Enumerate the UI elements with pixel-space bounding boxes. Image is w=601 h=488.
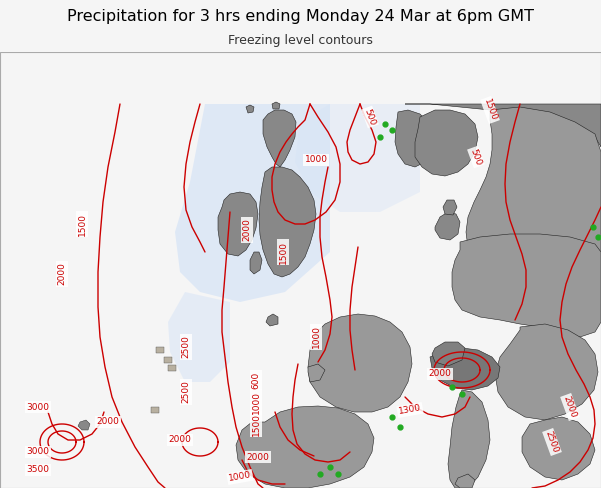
Text: 2500: 2500: [182, 336, 191, 359]
Polygon shape: [263, 110, 296, 167]
Text: 600: 600: [251, 371, 260, 388]
Text: 3000: 3000: [26, 403, 49, 411]
Text: 1000: 1000: [311, 325, 320, 348]
Polygon shape: [452, 234, 601, 337]
Text: 2000: 2000: [58, 263, 67, 285]
Text: 2500: 2500: [182, 381, 191, 404]
Text: 3500: 3500: [26, 466, 49, 474]
Polygon shape: [156, 347, 164, 353]
Text: Precipitation for 3 hrs ending Monday 24 Mar at 6pm GMT: Precipitation for 3 hrs ending Monday 24…: [67, 9, 534, 24]
Polygon shape: [455, 474, 475, 488]
Text: 1500: 1500: [78, 212, 87, 236]
Text: 1000: 1000: [251, 390, 260, 413]
Text: 1500: 1500: [251, 412, 260, 435]
Polygon shape: [168, 292, 230, 382]
Polygon shape: [266, 314, 278, 326]
Text: 1000: 1000: [305, 156, 328, 164]
Text: 2000: 2000: [97, 418, 120, 427]
Polygon shape: [435, 212, 460, 240]
Text: 2500: 2500: [544, 430, 560, 454]
Polygon shape: [250, 252, 262, 274]
Text: 1000: 1000: [228, 470, 252, 484]
Text: 2000: 2000: [242, 219, 251, 242]
Polygon shape: [246, 105, 254, 113]
Polygon shape: [443, 200, 457, 215]
Polygon shape: [430, 348, 500, 390]
Polygon shape: [272, 102, 280, 109]
Polygon shape: [415, 110, 478, 176]
Text: 500: 500: [363, 107, 377, 127]
Polygon shape: [308, 364, 325, 382]
Text: 1300: 1300: [398, 404, 422, 416]
Text: 500: 500: [469, 147, 483, 166]
Text: 2000: 2000: [562, 395, 578, 419]
Polygon shape: [405, 104, 601, 147]
Polygon shape: [466, 107, 601, 314]
Text: Freezing level contours: Freezing level contours: [228, 34, 373, 47]
Text: 2000: 2000: [168, 435, 192, 445]
Polygon shape: [522, 417, 595, 480]
Text: 2000: 2000: [246, 452, 269, 462]
Polygon shape: [495, 324, 598, 420]
Polygon shape: [168, 365, 176, 371]
Text: 3000: 3000: [26, 447, 49, 456]
Text: 2000: 2000: [429, 369, 451, 379]
Text: 1500: 1500: [278, 241, 287, 264]
Polygon shape: [395, 110, 435, 167]
Polygon shape: [164, 357, 172, 363]
Polygon shape: [175, 104, 330, 302]
Polygon shape: [259, 167, 316, 277]
Polygon shape: [218, 192, 258, 256]
Polygon shape: [295, 104, 420, 212]
Polygon shape: [432, 342, 465, 366]
Polygon shape: [236, 406, 374, 488]
Polygon shape: [308, 314, 412, 412]
Polygon shape: [78, 420, 90, 430]
Text: 1500: 1500: [482, 98, 498, 122]
Polygon shape: [151, 407, 159, 413]
Polygon shape: [448, 390, 490, 488]
